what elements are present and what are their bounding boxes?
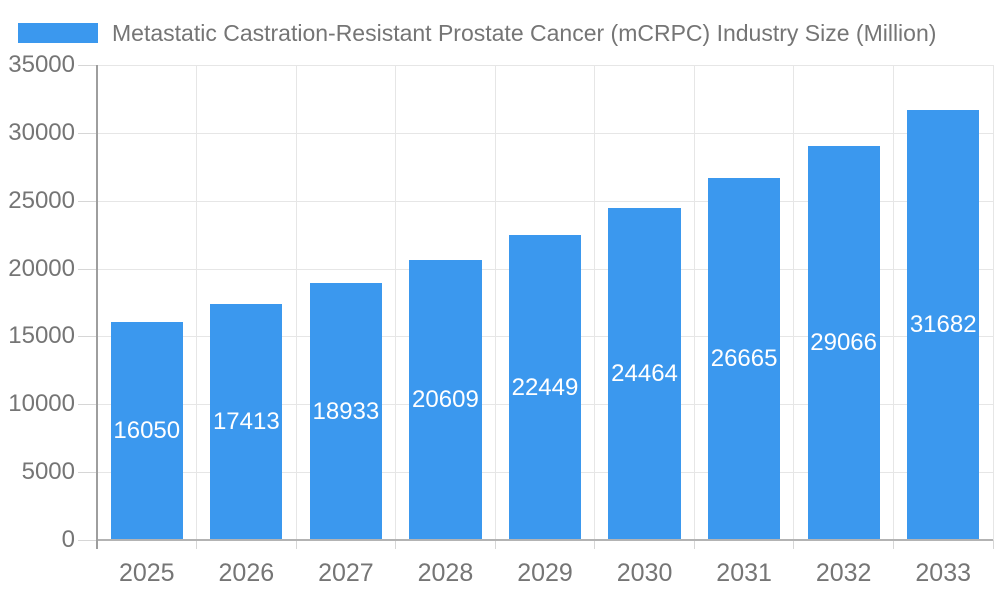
bar[interactable]: 26665 (708, 178, 781, 540)
legend-color-swatch (18, 23, 98, 43)
x-tick-label: 2029 (517, 559, 573, 587)
bar-value-label: 26665 (710, 345, 778, 373)
bar-value-label: 22449 (511, 373, 579, 401)
x-tick-label: 2030 (616, 559, 673, 587)
gridline-horizontal (97, 200, 993, 202)
bar-value-label: 17413 (212, 407, 280, 435)
x-tick-label: 2033 (915, 559, 972, 587)
gridline-vertical (395, 65, 397, 540)
bar-value-label: 16050 (113, 417, 181, 445)
bar-value-label: 31682 (909, 311, 977, 339)
y-axis-tick (78, 540, 97, 541)
gridline-vertical (992, 65, 994, 540)
y-axis-tick (78, 132, 97, 134)
gridline-horizontal (97, 132, 993, 134)
y-axis-labels: 0 5000 10000 15000 20000 25000 30000 35000 (0, 53, 75, 552)
gridline-vertical (594, 65, 596, 540)
y-tick-label: 20000 (8, 254, 75, 282)
y-tick-label: 5000 (21, 458, 75, 486)
y-axis-tick (78, 336, 97, 338)
y-tick-label: 25000 (8, 186, 75, 214)
legend-label: Metastatic Castration-Resistant Prostate… (112, 19, 937, 46)
gridline-vertical (196, 65, 198, 540)
gridline-vertical (793, 65, 795, 540)
bar-value-label: 29066 (810, 328, 878, 356)
gridline-horizontal (97, 65, 993, 66)
x-axis-tick (494, 540, 496, 549)
x-axis-tick (892, 540, 894, 549)
gridline-vertical (494, 65, 496, 540)
x-axis-tick (196, 540, 198, 549)
x-tick-label: 2025 (118, 559, 175, 587)
x-axis-tick (693, 540, 695, 549)
gridline-vertical (693, 65, 695, 540)
x-axis-tick (594, 540, 596, 549)
gridline-vertical (892, 65, 894, 540)
bar[interactable]: 18933 (309, 283, 382, 540)
x-axis-labels: 2025 2026 2027 2028 2029 2030 2031 2032 2033 (97, 559, 993, 590)
bar[interactable]: 17413 (210, 303, 283, 540)
bar[interactable]: 31682 (907, 110, 980, 540)
x-axis-tick (992, 540, 994, 549)
y-tick-label: 0 (61, 526, 75, 553)
y-axis-tick (78, 268, 97, 270)
x-tick-label: 2028 (417, 559, 474, 587)
bar[interactable]: 16050 (110, 322, 183, 540)
x-tick-label: 2027 (318, 559, 374, 587)
y-axis-tick (78, 404, 97, 406)
y-axis-tick (78, 65, 97, 66)
x-axis-baseline (97, 539, 993, 541)
y-tick-label: 15000 (8, 322, 75, 350)
y-tick-label: 35000 (8, 51, 75, 78)
bar[interactable]: 20609 (409, 260, 482, 540)
bar-value-label: 20609 (412, 386, 479, 414)
y-axis-tick (78, 200, 97, 202)
y-axis-tick (78, 472, 97, 474)
bar-value-label: 24464 (611, 360, 678, 387)
bar-value-label: 18933 (312, 397, 380, 425)
y-axis-line (96, 65, 98, 549)
x-axis-tick (395, 540, 397, 549)
y-tick-label: 10000 (8, 390, 75, 418)
y-tick-label: 30000 (8, 118, 75, 146)
bar[interactable]: 24464 (608, 208, 681, 540)
bar[interactable]: 29066 (807, 145, 880, 540)
x-axis-tick (793, 540, 795, 549)
chart-legend[interactable]: Metastatic Castration-Resistant Prostate… (18, 19, 937, 46)
x-tick-label: 2032 (815, 559, 872, 587)
x-axis-tick (295, 540, 297, 549)
x-tick-label: 2031 (716, 559, 772, 587)
bar[interactable]: 22449 (508, 235, 582, 540)
gridline-vertical (295, 65, 297, 540)
plot-area: 16050 17413 18933 20609 22449 24464 26665 29066… (78, 65, 994, 549)
x-tick-label: 2026 (218, 559, 275, 587)
